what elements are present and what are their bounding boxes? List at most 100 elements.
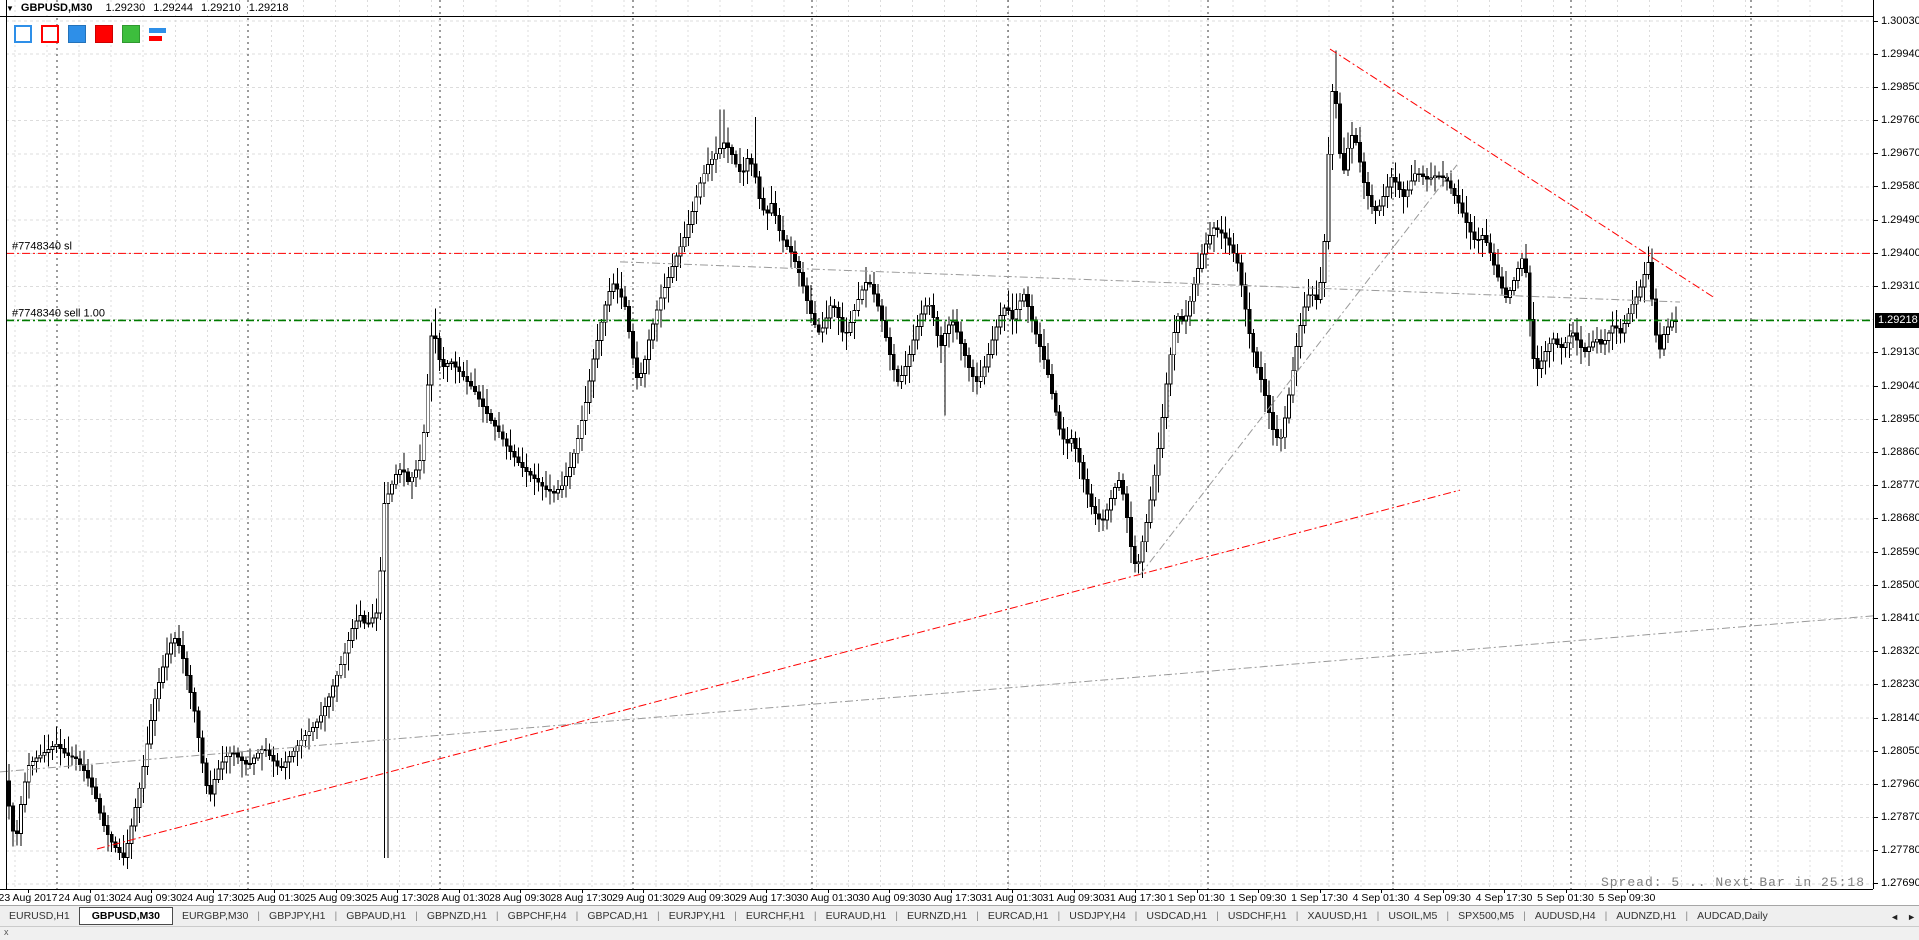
candle-bull	[323, 706, 327, 717]
tab-eurnzd-h1[interactable]: EURNZD,H1	[907, 910, 968, 922]
candle-bull	[1543, 351, 1548, 362]
candle-bear	[773, 202, 778, 217]
gray-shallow-trendline[interactable]	[0, 615, 1873, 773]
candle-bull	[421, 432, 426, 461]
blue-outline-swatch[interactable]	[14, 25, 32, 43]
blue-fill-swatch[interactable]	[68, 25, 86, 43]
price-tick	[1874, 518, 1878, 520]
candle-bear	[524, 467, 529, 472]
candle-bull	[374, 612, 379, 619]
candle-bear	[1654, 298, 1659, 336]
price-axis[interactable]: 1.30030 1.29940 1.29850 1.29760 1.29670 1.295…	[1873, 0, 1919, 889]
candle-bull	[860, 289, 865, 301]
close-quote: 1.29218	[247, 2, 290, 14]
price-tick	[1874, 451, 1878, 453]
candle-bear	[793, 251, 797, 263]
gray-steep-trendline[interactable]	[1139, 164, 1458, 576]
tab-gbpcad-h1[interactable]: GBPCAD,H1	[587, 910, 649, 922]
candle-bull	[741, 170, 746, 173]
tab-separator: |	[976, 910, 979, 922]
price-label: 1.29130	[1881, 346, 1919, 359]
price-label: 1.28050	[1881, 744, 1919, 757]
tab-xauusd-h1[interactable]: XAUUSD,H1	[1307, 910, 1368, 922]
tab-usdchf-h1[interactable]: USDCHF,H1	[1227, 910, 1287, 922]
symbol-period-label: GBPUSD,M30	[18, 2, 95, 14]
tab-eurcad-h1[interactable]: EURCAD,H1	[987, 910, 1049, 922]
red-outline-swatch[interactable]	[41, 25, 59, 43]
tab-usdjpy-h4[interactable]: USDJPY,H4	[1069, 910, 1126, 922]
candle-bear	[1239, 262, 1244, 286]
candle-bull	[1160, 417, 1165, 450]
tab-spx500-m5[interactable]: SPX500,M5	[1458, 910, 1515, 922]
tab-eurjpy-h1[interactable]: EURJPY,H1	[668, 910, 726, 922]
red-descending-trendline[interactable]	[1329, 48, 1714, 298]
candle-bull	[1326, 153, 1331, 242]
red-fill-swatch[interactable]	[95, 25, 113, 43]
tab-gbpnzd-h1[interactable]: GBPNZD,H1	[426, 910, 487, 922]
price-label: 1.28320	[1881, 645, 1919, 658]
tab-audcad-daily[interactable]: AUDCAD,Daily	[1697, 910, 1768, 922]
green-fill-swatch[interactable]	[122, 25, 140, 43]
candle-bear	[1037, 333, 1042, 347]
tab-scroll-right-icon[interactable]: ►	[1907, 911, 1916, 922]
candle-bull	[599, 321, 604, 341]
tab-audusd-h4[interactable]: AUDUSD,H4	[1534, 910, 1596, 922]
time-label: 4 Sep 01:30	[1352, 892, 1410, 904]
candle-bull	[1389, 176, 1394, 188]
price-tick	[1874, 385, 1878, 387]
candle-bull	[1432, 175, 1437, 179]
tab-eurusd-h1[interactable]: EURUSD,H1	[9, 910, 70, 922]
bars-swatch[interactable]	[149, 25, 167, 43]
candle-bull	[571, 452, 576, 469]
candle-bear	[488, 413, 493, 421]
tab-gbpjpy-h1[interactable]: GBPJPY,H1	[269, 910, 326, 922]
candle-bull	[409, 476, 414, 483]
tab-eurchf-h1[interactable]: EURCHF,H1	[745, 910, 805, 922]
candle-bull	[564, 476, 568, 487]
candle-bull	[927, 304, 932, 307]
candle-bull	[1318, 282, 1323, 301]
red-ascending-trendline[interactable]	[96, 489, 1461, 850]
candle-bull	[646, 339, 651, 361]
tab-audnzd-h1[interactable]: AUDNZD,H1	[1616, 910, 1677, 922]
tab-eurgbp-m30[interactable]: EURGBP,M30	[181, 910, 249, 922]
tab-usdcad-h1[interactable]: USDCAD,H1	[1146, 910, 1208, 922]
candle-bear	[765, 209, 770, 214]
tab-gbpusd-m30[interactable]: GBPUSD,M30	[78, 907, 173, 925]
time-tick	[520, 890, 521, 893]
tab-euraud-h1[interactable]: EURAUD,H1	[825, 910, 887, 922]
candle-bull	[299, 739, 304, 747]
candle-bear	[453, 361, 458, 368]
chart-canvas[interactable]: #7748340 sl #7748340 sell 1.00 Spread: 5 .…	[0, 0, 1873, 889]
candle-bear	[109, 833, 114, 843]
candle-bear	[974, 375, 979, 383]
candle-bear	[1658, 334, 1663, 350]
candle-bull	[1669, 320, 1674, 328]
time-tick	[1319, 890, 1321, 893]
time-axis[interactable]: 23 Aug 2017 24 Aug 01:30 24 Aug 09:30 24 Au…	[0, 889, 1873, 906]
tab-scroll-left-icon[interactable]: ◄	[1890, 911, 1900, 922]
tab-scrollbar-strip[interactable]: x	[0, 926, 1919, 940]
tab-usoil-m5[interactable]: USOIL,M5	[1388, 910, 1438, 922]
candle-bull	[1571, 332, 1576, 337]
candle-bear	[512, 451, 517, 458]
time-label: 1 Sep 01:30	[1168, 892, 1225, 904]
price-label: 1.28140	[1881, 711, 1919, 724]
candle-bull	[1286, 394, 1291, 419]
candle-bull	[295, 745, 300, 752]
price-tick	[1874, 418, 1878, 420]
tab-gbpchf-h4[interactable]: GBPCHF,H4	[507, 910, 567, 922]
tab-gbpaud-h1[interactable]: GBPAUD,H1	[346, 910, 407, 922]
candle-bull	[907, 353, 912, 367]
candle-bull	[1350, 134, 1354, 149]
candle-bear	[832, 305, 837, 308]
gray-flat-segment[interactable]	[619, 261, 1681, 303]
candle-bear	[279, 765, 284, 769]
price-chart[interactable]: #7748340 sl #7748340 sell 1.00 Spread: 5 .…	[0, 0, 1873, 889]
triangle-down-icon[interactable]: ▼	[6, 3, 14, 13]
candle-bear	[895, 368, 900, 382]
candle-bull	[745, 158, 750, 172]
candle-bear	[1476, 238, 1481, 241]
candle-bull	[291, 750, 296, 758]
time-label: 29 Aug 17:30	[735, 892, 797, 904]
